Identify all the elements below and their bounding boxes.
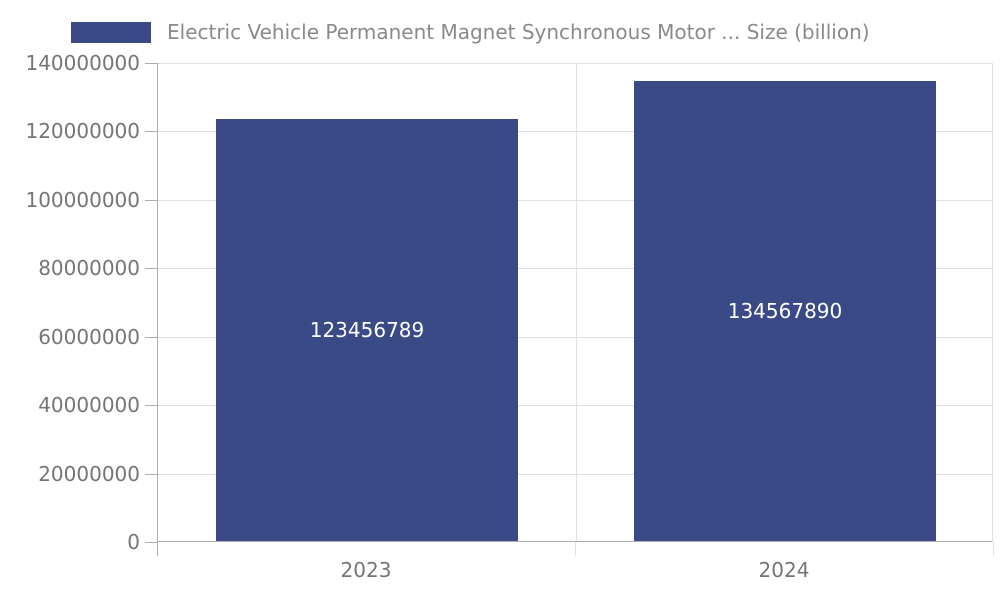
y-tick-mark [145, 542, 157, 543]
y-tick-mark [145, 474, 157, 475]
y-tick-mark [145, 405, 157, 406]
y-tick-label: 0 [127, 530, 140, 554]
y-tick-label: 140000000 [25, 51, 140, 75]
gridline-horizontal [158, 337, 992, 338]
x-tick-label: 2024 [758, 558, 810, 582]
y-tick-mark [145, 268, 157, 269]
y-tick-label: 40000000 [38, 393, 140, 417]
bar-value-label: 134567890 [727, 299, 843, 323]
gridline-horizontal [158, 63, 992, 64]
y-tick-label: 80000000 [38, 256, 140, 280]
plot-area: 123456789 134567890 [157, 63, 993, 542]
legend-label: Electric Vehicle Permanent Magnet Synchr… [167, 20, 870, 44]
gridline-horizontal [158, 200, 992, 201]
gridline-horizontal [158, 268, 992, 269]
gridline-horizontal [158, 405, 992, 406]
y-tick-label: 60000000 [38, 325, 140, 349]
y-tick-mark [145, 200, 157, 201]
gridline-vertical [576, 63, 577, 541]
y-tick-mark [145, 63, 157, 64]
gridline-horizontal [158, 131, 992, 132]
y-tick-mark [145, 337, 157, 338]
bar-2023[interactable]: 123456789 [216, 119, 518, 541]
y-tick-label: 100000000 [25, 188, 140, 212]
x-boundary-tick-mark [575, 542, 576, 556]
bar-2024[interactable]: 134567890 [634, 81, 936, 541]
y-tick-mark [145, 131, 157, 132]
x-boundary-tick-mark [993, 542, 994, 556]
y-tick-label: 120000000 [25, 119, 140, 143]
gridline-horizontal [158, 474, 992, 475]
y-tick-label: 20000000 [38, 462, 140, 486]
x-tick-label: 2023 [340, 558, 392, 582]
legend-swatch [71, 21, 151, 43]
x-boundary-tick-mark [157, 542, 158, 556]
bar-value-label: 123456789 [309, 318, 425, 342]
legend: Electric Vehicle Permanent Magnet Synchr… [71, 18, 870, 46]
